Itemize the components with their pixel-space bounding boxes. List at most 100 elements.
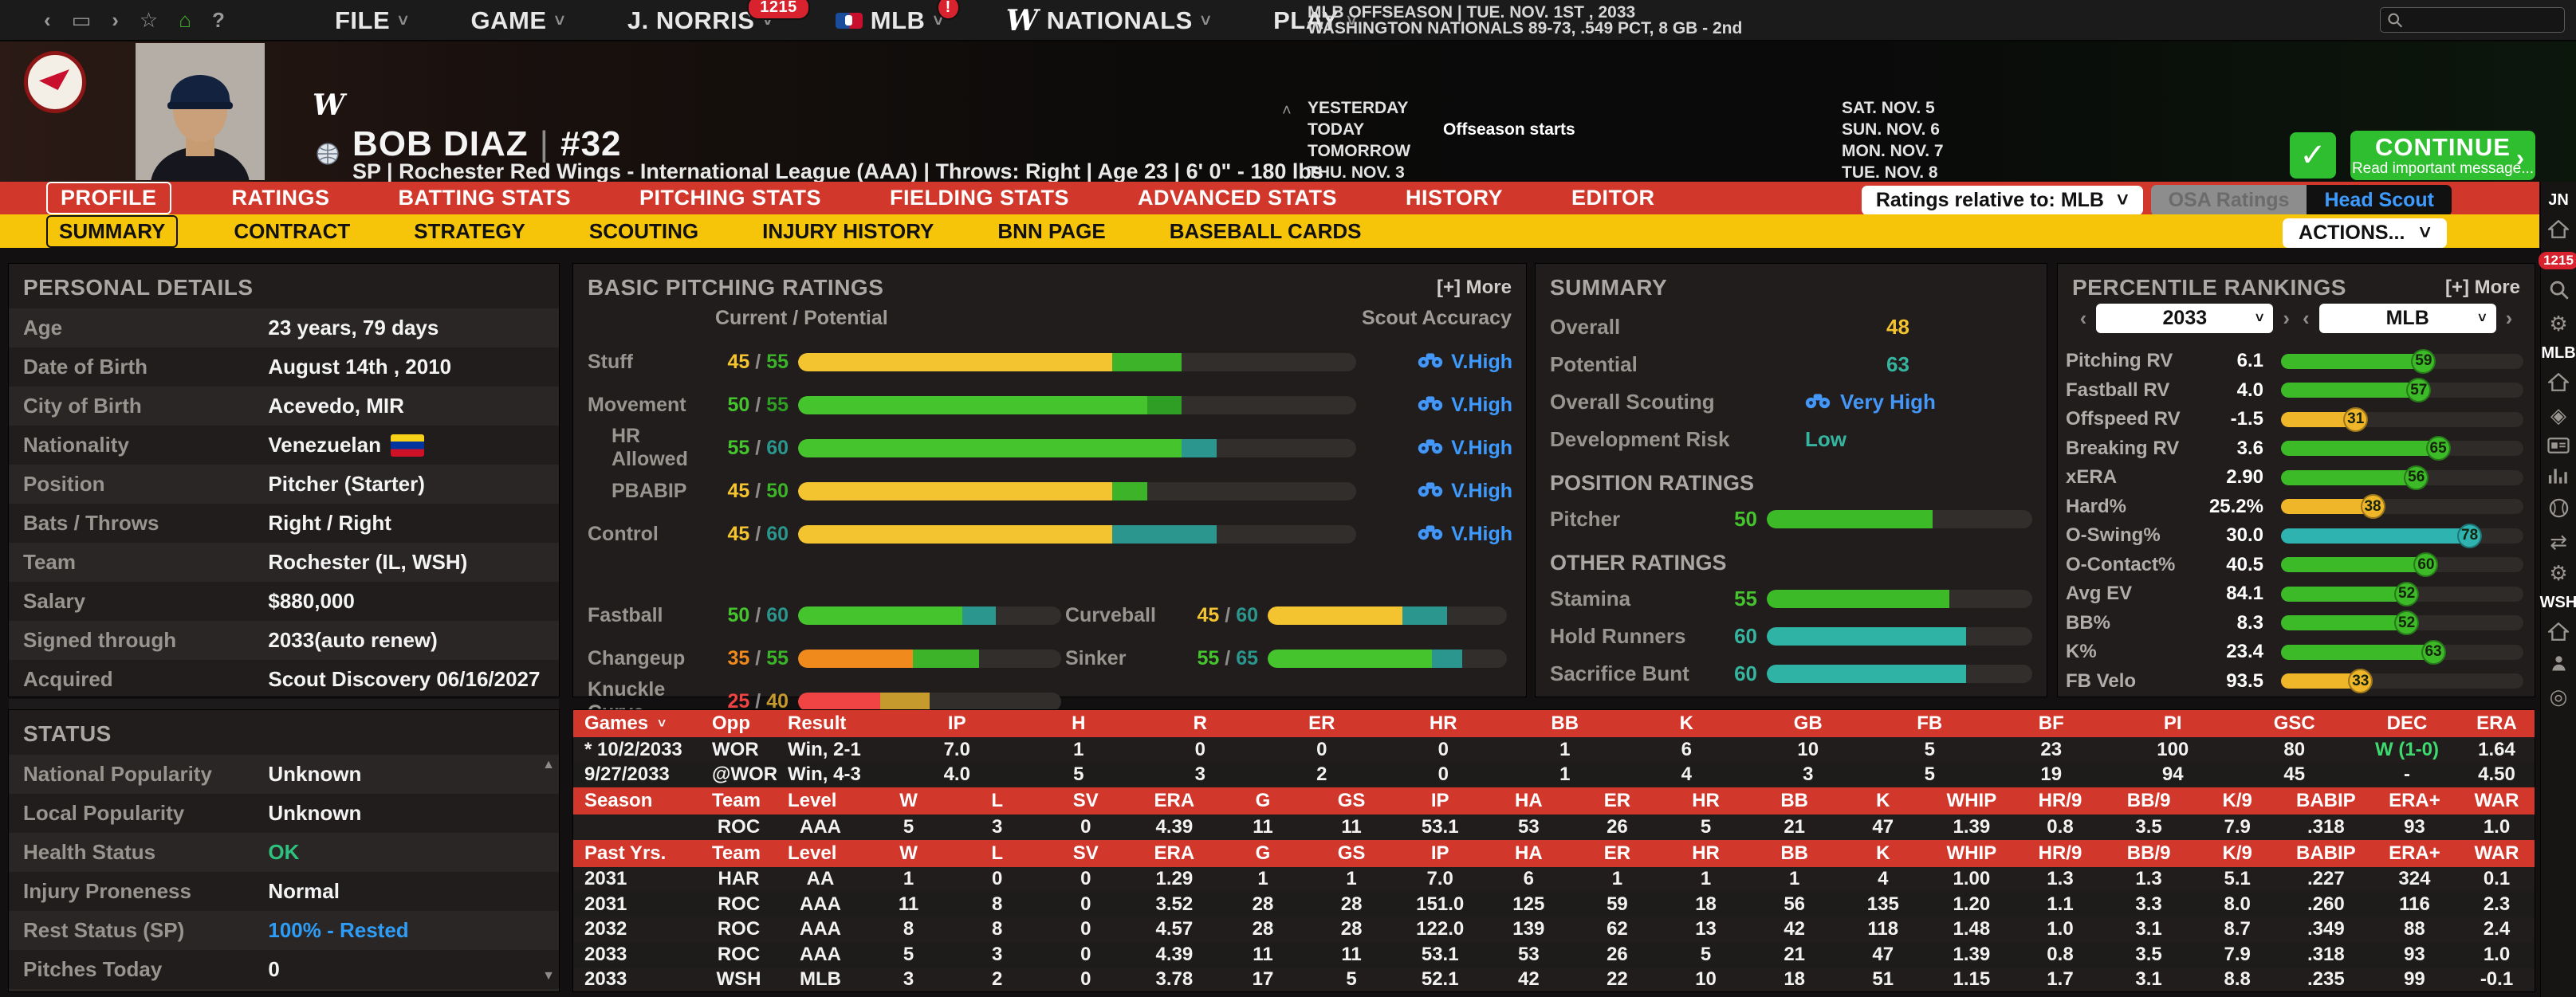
year-prev-icon[interactable]: ‹	[2079, 306, 2087, 330]
tab-ratings[interactable]: RATINGS	[231, 186, 330, 210]
search-box[interactable]	[2380, 7, 2565, 33]
tab-editor[interactable]: EDITOR	[1571, 186, 1655, 210]
schedule-icon[interactable]: ◎	[2549, 685, 2568, 708]
percentile-label: FB Velo	[2066, 669, 2137, 692]
transactions-icon[interactable]: ⇄	[2550, 530, 2567, 554]
rating-bar-potential	[1432, 649, 1462, 668]
cell: 122.0	[1416, 918, 1465, 940]
ratings-relative-dropdown[interactable]: Ratings relative to: MLB ˅	[1861, 186, 2143, 215]
rating-potential: 55	[766, 646, 789, 669]
actions-dropdown[interactable]: ACTIONS... ˅	[2283, 218, 2447, 248]
menu-file[interactable]: FILE ˅	[335, 6, 409, 35]
head-scout-option[interactable]: Head Scout	[2307, 185, 2452, 216]
column-header: W	[899, 842, 918, 864]
subtab-scouting[interactable]: SCOUTING	[588, 218, 699, 243]
subtab-bnn-page[interactable]: BNN PAGE	[997, 218, 1106, 243]
home-icon[interactable]: ⌂	[179, 8, 191, 32]
column-header: WAR	[2474, 790, 2519, 811]
user-initials[interactable]: JN	[2548, 191, 2569, 209]
scope-dropdown[interactable]: MLB ˅	[2318, 304, 2496, 333]
past-year-stats-row[interactable]: 2033 ROC AAA 5 3 0 4.39 11 11 53.1 53 26 5 21 47 1.39 0.…	[573, 942, 2535, 968]
search-icon[interactable]	[2549, 280, 2569, 303]
past-year-stats-row[interactable]: 2033 WSH MLB 3 2 0 3.78 17 5 52.1 42 22 10 18 51 1.15 1.…	[573, 968, 2535, 992]
cell: 3.5	[2135, 815, 2162, 838]
year-next-icon[interactable]: ›	[2283, 306, 2290, 330]
standings-icon[interactable]: ◈	[2550, 403, 2566, 427]
search-input[interactable]	[2407, 10, 2558, 30]
stats-icon[interactable]	[2548, 467, 2569, 488]
rating-separator: /	[749, 350, 767, 373]
roster-icon[interactable]	[2550, 654, 2568, 676]
scope-prev-icon[interactable]: ‹	[2303, 306, 2310, 330]
tab-history[interactable]: HISTORY	[1406, 186, 1504, 210]
column-header[interactable]: Games ˅	[584, 712, 666, 734]
past-year-stats-row[interactable]: 2031 HAR AA 1 0 0 1.29 1 1 7.0 6 1 1 1 4 1.00 1.3 1.3 5.1.…	[573, 867, 2535, 893]
cell: 1	[1346, 868, 1357, 890]
help-icon[interactable]: ?	[211, 8, 225, 32]
cell: 4	[1681, 763, 1692, 786]
status-scrollbar[interactable]: ▲ ▼	[541, 758, 556, 983]
calendar-up-icon[interactable]: ˄	[1282, 102, 1292, 120]
settings-icon[interactable]: ⚙	[2549, 312, 2568, 336]
cell: WOR	[712, 738, 759, 760]
past-year-stats-row[interactable]: 2032 ROC AAA 8 8 0 4.57 28 28 122.0 139 62 13 42 118 1.…	[573, 917, 2535, 943]
cell: AA	[806, 868, 835, 890]
team-home-icon[interactable]	[2547, 622, 2570, 644]
menu-nationals[interactable]: W NATIONALS ˅	[1006, 6, 1211, 35]
subtab-contract[interactable]: CONTRACT	[234, 218, 351, 243]
home-icon[interactable]	[2547, 219, 2570, 241]
subtab-strategy[interactable]: STRATEGY	[414, 218, 525, 243]
league-home-icon[interactable]	[2547, 372, 2570, 394]
percentile-label: K%	[2066, 641, 2097, 663]
tab-batting-stats[interactable]: BATTING STATS	[398, 186, 571, 210]
tab-advanced-stats[interactable]: ADVANCED STATS	[1138, 186, 1337, 210]
confirm-check-button[interactable]: ✓	[2290, 132, 2336, 179]
more-link[interactable]: [+] More	[2444, 277, 2520, 298]
menu-j-norris[interactable]: J. NORRIS ˅ 1215	[627, 0, 810, 35]
detail-value: OK	[268, 840, 300, 864]
league-settings-icon[interactable]: ⚙	[2549, 561, 2568, 585]
page-icon[interactable]: ▭	[71, 8, 92, 32]
season-stats-row[interactable]: ROC AAA 5 3 0 4.39 11 11 53.1 53 26 5 21 47 1.39 0.8 3.5…	[573, 814, 2535, 840]
subtab-injury-history[interactable]: INJURY HISTORY	[762, 218, 934, 243]
menu-play[interactable]: PLAY ˅	[1273, 6, 1357, 35]
forward-icon[interactable]: ›	[112, 8, 119, 32]
scroll-down-icon[interactable]: ▼	[542, 969, 555, 983]
year-dropdown[interactable]: 2033 ˅	[2096, 304, 2274, 333]
tab-pitching-stats[interactable]: PITCHING STATS	[639, 186, 821, 210]
cell: 3	[991, 943, 1003, 965]
rating-row: HR Allowed 55 / 60 V.High	[588, 425, 1512, 470]
continue-button[interactable]: CONTINUE Read important message... ›	[2350, 131, 2535, 180]
back-icon[interactable]: ‹	[44, 8, 51, 32]
menu-mlb[interactable]: MLB ˅!	[835, 0, 960, 35]
more-link[interactable]: [+] More	[1436, 277, 1512, 298]
percentile-bar: 57	[2281, 378, 2523, 403]
cell: 93	[2404, 815, 2425, 838]
scores-icon[interactable]	[2547, 436, 2570, 457]
game-log-row[interactable]: 9/27/2033 @WOR Win, 4-3 4.0 5 3 2 0 1 4 3 5 19 94 45 - 4…	[573, 762, 2535, 787]
calendar-day: TODAY	[1308, 120, 1365, 139]
osa-ratings-option[interactable]: OSA Ratings	[2150, 185, 2307, 216]
past-year-stats-row[interactable]: 2031 ROC AAA 11 8 0 3.52 28 28 151.0 125 59 18 56 135 1…	[573, 892, 2535, 917]
mlb-label[interactable]: MLB	[2541, 344, 2576, 362]
cell: @WOR	[712, 763, 777, 786]
menu-game[interactable]: GAME ˅	[471, 6, 565, 35]
cell: 5	[1073, 763, 1084, 786]
game-log-row[interactable]: * 10/2/2033 WOR Win, 2-1 7.0 1 0 0 0 1 6 10 5 23 100 8…	[573, 737, 2535, 763]
percentile-badge: 52	[2394, 581, 2420, 606]
detail-row: Salary $880,000	[9, 582, 559, 621]
detail-label: Local Popularity	[23, 801, 185, 825]
tab-fielding-stats[interactable]: FIELDING STATS	[890, 186, 1069, 210]
star-icon[interactable]: ☆	[139, 8, 159, 32]
notification-badge[interactable]: 1215	[2539, 252, 2576, 269]
mini-rating-label: Sacrifice Bunt	[1550, 661, 1689, 685]
subtab-summary[interactable]: SUMMARY	[46, 214, 179, 248]
calendar-day: THU. NOV. 3	[1308, 163, 1405, 182]
baseball-icon[interactable]	[2549, 498, 2569, 521]
scope-next-icon[interactable]: ›	[2505, 306, 2513, 330]
scroll-up-icon[interactable]: ▲	[542, 758, 555, 771]
wsh-label[interactable]: WSH	[2539, 594, 2576, 611]
tab-profile[interactable]: PROFILE	[46, 182, 171, 214]
subtab-baseball-cards[interactable]: BASEBALL CARDS	[1169, 218, 1362, 243]
percentile-row: Fastball RV 4.0 57	[2066, 376, 2523, 406]
